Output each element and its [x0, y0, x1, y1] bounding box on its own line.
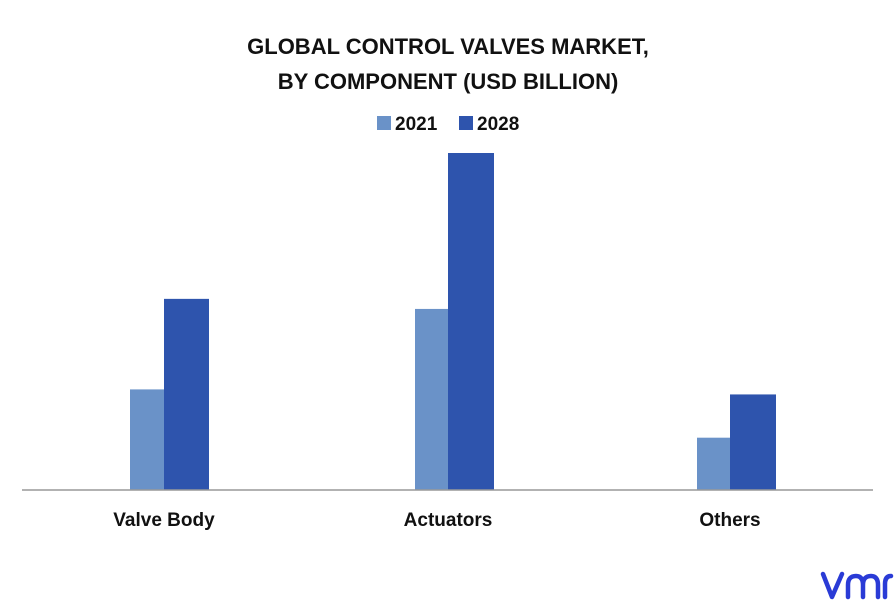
legend-label-2028: 2028	[477, 114, 519, 135]
vmr-logo-mark	[820, 571, 894, 600]
vmr-logo	[820, 571, 894, 600]
chart-title-line-1: GLOBAL CONTROL VALVES MARKET,	[247, 34, 649, 59]
chart-title-line-2: BY COMPONENT (USD BILLION)	[278, 69, 619, 94]
legend-swatch-2028	[459, 116, 473, 130]
bar-others-2028	[730, 394, 776, 490]
legend-label-2021: 2021	[395, 114, 438, 135]
category-labels: Valve Body Actuators Others	[113, 510, 760, 531]
bar-others-2021	[697, 437, 730, 490]
bar-valve-body-2021	[130, 389, 164, 490]
bar-actuators-2028	[448, 153, 494, 490]
legend-swatch-2021	[377, 116, 391, 130]
bar-actuators-2021	[415, 308, 448, 490]
bar-valve-body-2028	[164, 298, 209, 490]
category-label-actuators: Actuators	[404, 510, 493, 531]
category-label-valve-body: Valve Body	[113, 510, 215, 531]
category-label-others: Others	[699, 510, 760, 531]
legend: 2021 2028	[377, 114, 519, 135]
bars-group	[130, 153, 776, 490]
